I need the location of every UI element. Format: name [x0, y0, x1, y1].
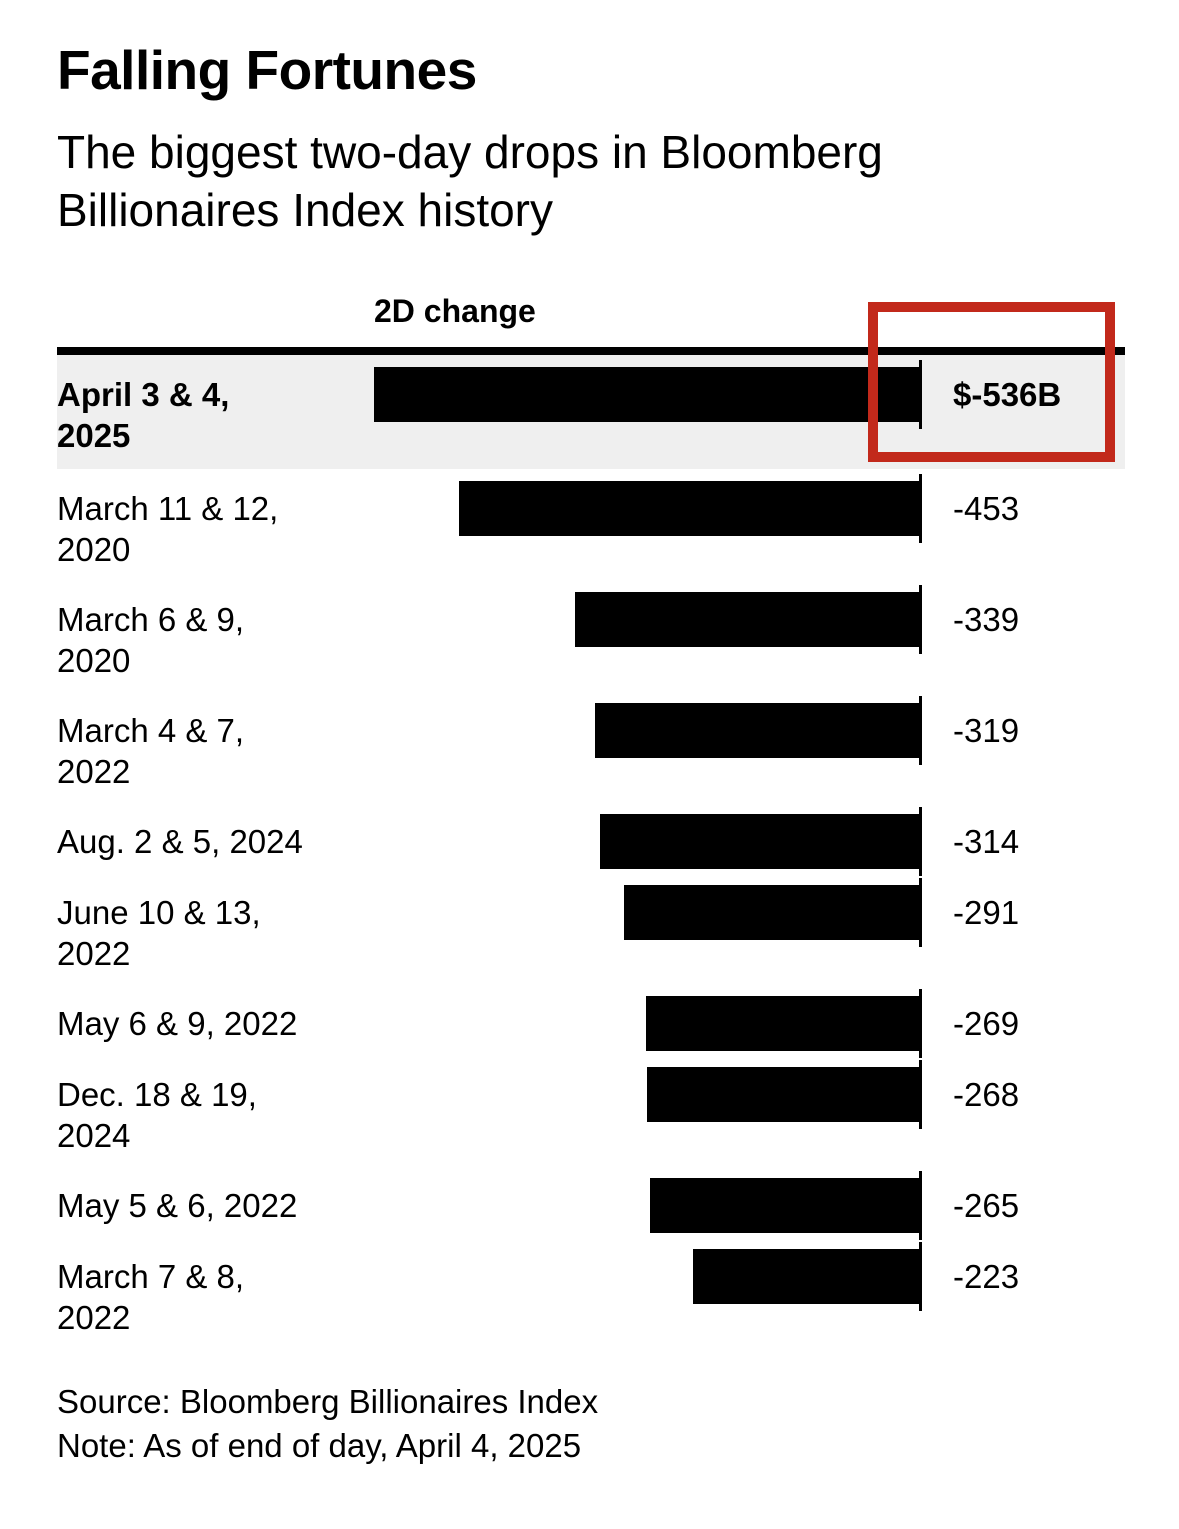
baseline-tick: [919, 878, 922, 948]
bar: [374, 367, 920, 423]
bar: [624, 885, 920, 941]
row-label-line: Dec. 18 & 19,: [57, 1076, 257, 1114]
bar-track: [374, 807, 922, 877]
row-label: Dec. 18 & 19, 2024: [57, 1074, 374, 1156]
baseline-tick: [919, 474, 922, 544]
bar-track: [374, 696, 922, 766]
row-label-line: May 5 & 6, 2022: [57, 1187, 298, 1225]
baseline-tick: [919, 585, 922, 655]
chart-row: March 7 & 8, 2022 -223: [57, 1237, 1125, 1338]
chart-rows: April 3 & 4, 2025 $-536B March 11 & 12, 20…: [57, 355, 1125, 1338]
chart-footer: Source: Bloomberg Billionaires Index Not…: [57, 1380, 1125, 1468]
row-label-line: April 3 & 4,: [57, 376, 230, 414]
bar-track: [374, 989, 922, 1059]
row-label-line: 2022: [57, 935, 131, 973]
row-value: -223: [953, 1257, 1020, 1295]
row-label-line: March 11 & 12,: [57, 490, 279, 528]
baseline-tick: [919, 1171, 922, 1241]
row-label: April 3 & 4, 2025: [57, 374, 374, 456]
row-label: May 6 & 9, 2022: [57, 1003, 374, 1044]
bar: [595, 703, 920, 759]
row-value: -453: [953, 489, 1020, 527]
bar: [647, 1067, 920, 1123]
bar-track: [374, 585, 922, 655]
row-label-line: June 10 & 13,: [57, 894, 261, 932]
bar-track: [374, 474, 922, 544]
row-value: -268: [953, 1075, 1020, 1113]
row-value: -314: [953, 822, 1020, 860]
chart-row: March 4 & 7, 2022 -319: [57, 691, 1125, 792]
row-label-line: 2022: [57, 1299, 131, 1337]
bar-track: [374, 360, 922, 430]
bar: [600, 814, 920, 870]
bar: [650, 1178, 920, 1234]
bar-track: [374, 878, 922, 948]
row-label-line: March 4 & 7,: [57, 712, 245, 750]
header-rule: [57, 347, 1125, 356]
row-label-line: March 7 & 8,: [57, 1258, 245, 1296]
bar-chart: 2D change April 3 & 4, 2025 $-536B March …: [57, 291, 1125, 1338]
row-value: -339: [953, 600, 1020, 638]
chart-row: May 6 & 9, 2022 -269: [57, 984, 1125, 1059]
chart-row: March 11 & 12, 2020 -453: [57, 469, 1125, 570]
row-label: May 5 & 6, 2022: [57, 1185, 374, 1226]
note-line: Note: As of end of day, April 4, 2025: [57, 1427, 582, 1465]
bar: [693, 1249, 920, 1305]
bar: [646, 996, 920, 1052]
row-label-line: 2025: [57, 417, 131, 455]
row-label: March 6 & 9, 2020: [57, 599, 374, 681]
row-value: -265: [953, 1186, 1020, 1224]
baseline-tick: [919, 1242, 922, 1312]
row-label: Aug. 2 & 5, 2024: [57, 821, 374, 862]
bar-track: [374, 1242, 922, 1312]
baseline-tick: [919, 360, 922, 430]
chart-row: March 6 & 9, 2020 -339: [57, 580, 1125, 681]
row-value: -269: [953, 1004, 1020, 1042]
row-label-line: 2020: [57, 531, 131, 569]
chart-row: Aug. 2 & 5, 2024 -314: [57, 802, 1125, 877]
row-value: -319: [953, 711, 1020, 749]
baseline-tick: [919, 696, 922, 766]
chart-title: Falling Fortunes: [57, 39, 477, 101]
row-label-line: Aug. 2 & 5, 2024: [57, 823, 303, 861]
row-label-line: 2022: [57, 753, 131, 791]
chart-row: April 3 & 4, 2025 $-536B: [57, 355, 1125, 470]
chart-subtitle: The biggest two-day drops in Bloomberg B…: [57, 125, 883, 236]
chart-row: June 10 & 13, 2022 -291: [57, 873, 1125, 974]
row-label: March 7 & 8, 2022: [57, 1256, 374, 1338]
baseline-tick: [919, 1060, 922, 1130]
bar-track: [374, 1060, 922, 1130]
row-label-line: 2024: [57, 1117, 131, 1155]
baseline-tick: [919, 989, 922, 1059]
row-label: March 11 & 12, 2020: [57, 488, 374, 570]
row-label-line: May 6 & 9, 2022: [57, 1005, 298, 1043]
source-line: Source: Bloomberg Billionaires Index: [57, 1383, 599, 1421]
chart-row: May 5 & 6, 2022 -265: [57, 1166, 1125, 1241]
row-label: March 4 & 7, 2022: [57, 710, 374, 792]
column-header: 2D change: [374, 293, 536, 330]
row-label: June 10 & 13, 2022: [57, 892, 374, 974]
chart-row: Dec. 18 & 19, 2024 -268: [57, 1055, 1125, 1156]
row-value: $-536B: [953, 375, 1062, 413]
chart-page: Falling Fortunes The biggest two-day dro…: [57, 39, 1125, 1468]
bar: [575, 592, 920, 648]
row-label-line: 2020: [57, 642, 131, 680]
row-label-line: March 6 & 9,: [57, 601, 245, 639]
baseline-tick: [919, 807, 922, 877]
bar: [459, 481, 920, 537]
row-value: -291: [953, 893, 1020, 931]
bar-track: [374, 1171, 922, 1241]
